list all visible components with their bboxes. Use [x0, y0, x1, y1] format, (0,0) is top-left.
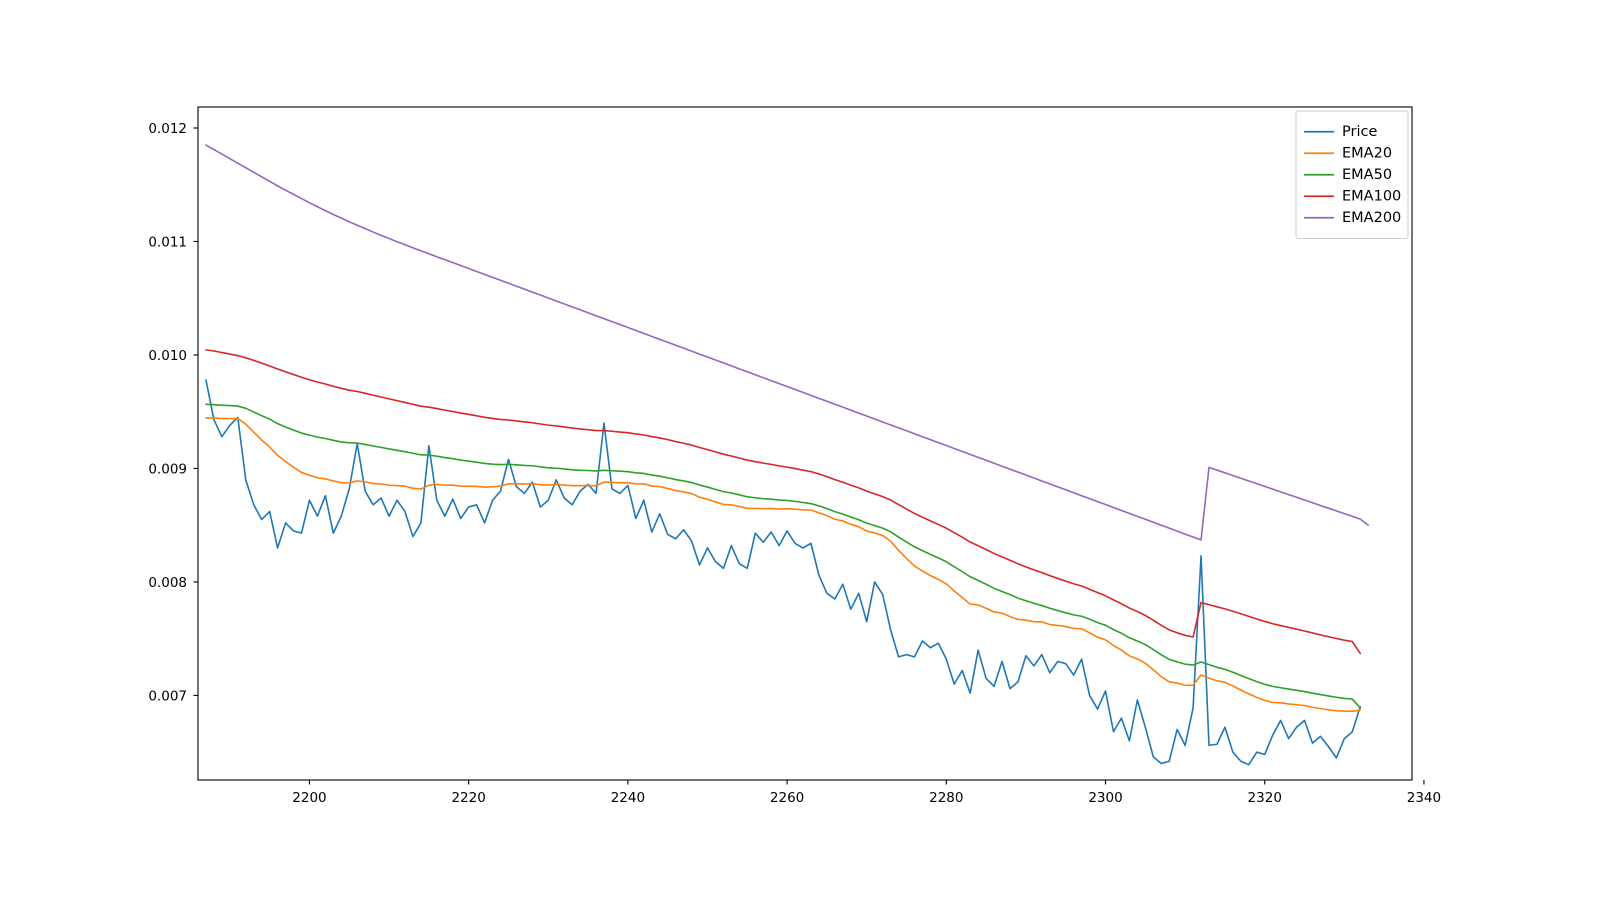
plot-axes: 0.007 0.008 0.009 0.010 0.011 0.012 2200 2220 22…: [148, 106, 1441, 806]
axes-frame: [197, 106, 1413, 781]
series-line-ema200: [205, 144, 1370, 541]
series-line-ema100: [205, 349, 1362, 655]
y-tick-label: 0.010: [148, 348, 187, 364]
legend-label-ema50: EMA50: [1342, 167, 1392, 183]
x-tick-label: 2200: [292, 790, 326, 806]
x-tick-label: 2220: [451, 790, 485, 806]
x-tick-label: 2240: [611, 790, 645, 806]
legend-label-ema200: EMA200: [1342, 210, 1401, 226]
legend-background: [1295, 110, 1409, 239]
x-tick-label: 2280: [929, 790, 963, 806]
chart-legend[interactable]: Price EMA20 EMA50 EMA100 EMA200: [1295, 110, 1409, 239]
x-tick-label: 2300: [1088, 790, 1122, 806]
y-tick-label: 0.011: [148, 234, 187, 250]
x-tick-label: 2320: [1248, 790, 1282, 806]
x-tick-label: 2340: [1407, 790, 1441, 806]
series-line-price: [205, 379, 1362, 766]
y-tick-label: 0.008: [148, 575, 187, 591]
y-tick-label: 0.012: [148, 121, 187, 137]
x-tick-label: 2260: [770, 790, 804, 806]
series-line-ema50: [205, 403, 1362, 709]
legend-label-price: Price: [1342, 124, 1377, 140]
data-series-group: [205, 144, 1370, 766]
series-line-ema20: [205, 417, 1362, 713]
y-tick-label: 0.007: [148, 688, 187, 704]
legend-label-ema100: EMA100: [1342, 188, 1401, 204]
y-tick-label: 0.009: [148, 461, 187, 477]
legend-label-ema20: EMA20: [1342, 145, 1392, 161]
